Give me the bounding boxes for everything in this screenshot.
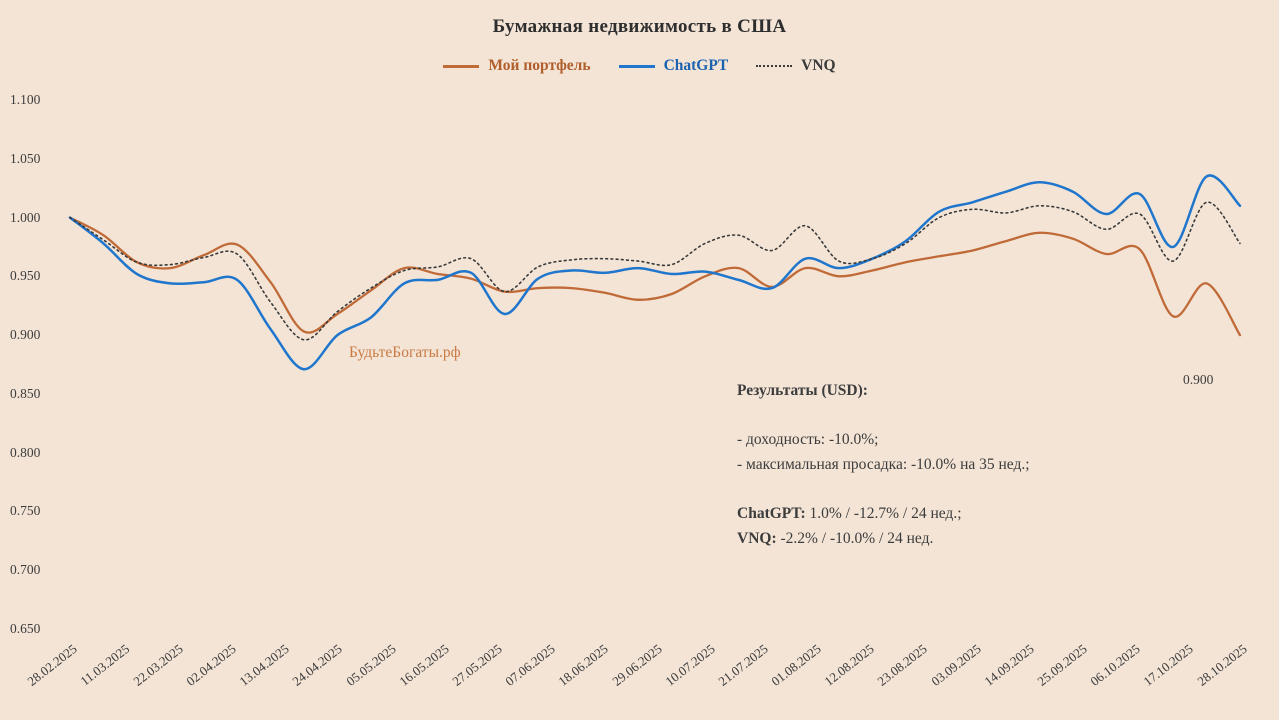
legend-label-vnq: VNQ [801, 57, 836, 74]
y-tick-label: 0.800 [10, 444, 41, 460]
y-tick-label: 0.900 [10, 327, 41, 343]
chart-legend: Мой портфель ChatGPT VNQ [0, 57, 1279, 75]
results-return-line: - доходность: -10.0%; [737, 431, 879, 448]
legend-label-portfolio: Мой портфель [488, 57, 591, 74]
results-chatgpt-line: ChatGPT: 1.0% / -12.7% / 24 нед.; [737, 501, 1030, 526]
legend-line-swatch-portfolio [443, 64, 480, 68]
results-block: Результаты (USD): - доходность: -10.0%; … [737, 378, 1030, 551]
results-chatgpt-label: ChatGPT: [737, 505, 806, 522]
page-title: Бумажная недвижимость в США [492, 16, 787, 37]
results-vnq-line: VNQ: -2.2% / -10.0% / 24 нед. [737, 526, 1030, 551]
legend-item-chatgpt: ChatGPT [618, 57, 729, 75]
results-heading: Результаты (USD): [737, 382, 868, 399]
y-tick-label: 1.100 [10, 92, 41, 107]
watermark: БудьтеБогаты.рф [349, 344, 461, 361]
series-line-ChatGPT [68, 174, 1242, 371]
y-tick-label: 0.650 [10, 621, 41, 636]
final-value-label: 0.900 [1183, 372, 1214, 387]
y-tick-label: 1.000 [10, 209, 41, 225]
legend-label-chatgpt: ChatGPT [663, 57, 729, 74]
legend-item-portfolio: Мой портфель [443, 57, 591, 75]
series-line-Мой портфель [68, 216, 1242, 337]
y-tick-label: 0.700 [10, 562, 41, 578]
results-drawdown-line: - максимальная просадка: -10.0% на 35 не… [737, 456, 1030, 473]
legend-line-swatch-chatgpt [618, 64, 655, 68]
y-tick-label: 0.950 [10, 268, 41, 284]
y-tick-label: 1.050 [10, 150, 41, 166]
series-line-VNQ [69, 201, 1241, 341]
legend-line-swatch-vnq [756, 65, 793, 67]
results-vnq-label: VNQ: [737, 530, 777, 547]
y-tick-label: 0.750 [10, 503, 41, 519]
y-tick-label: 0.850 [10, 385, 41, 401]
legend-item-vnq: VNQ [756, 57, 836, 75]
results-vnq-value: -2.2% / -10.0% / 24 нед. [776, 530, 934, 547]
results-chatgpt-value: 1.0% / -12.7% / 24 нед.; [805, 505, 962, 522]
